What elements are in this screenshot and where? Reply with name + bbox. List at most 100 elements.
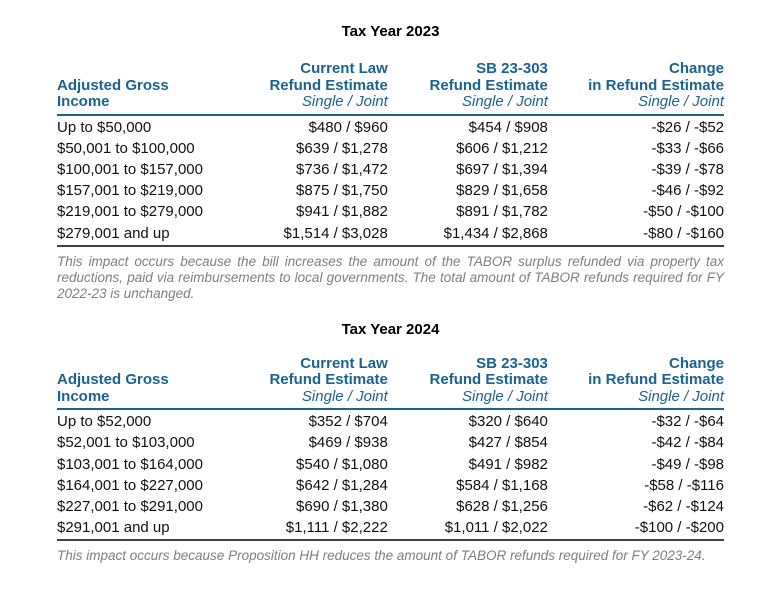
cell-current-law: $690 / $1,380: [296, 498, 388, 516]
cell-change: -$62 / -$124: [643, 498, 724, 516]
header-line: Refund Estimate: [429, 371, 548, 389]
header-line: Refund Estimate: [269, 76, 388, 94]
cell-agi: $103,001 to $164,000: [57, 455, 203, 473]
cell-agi: $164,001 to $227,000: [57, 476, 203, 494]
cell-current-law: $1,514 / $3,028: [257, 222, 388, 247]
cell-agi: $219,001 to $279,000: [57, 203, 203, 221]
cell-agi: Up to $52,000: [57, 413, 152, 431]
cell-sb23-303: $1,011 / $2,022: [387, 517, 548, 542]
cell-agi: $279,001 and up: [57, 222, 258, 247]
cell-sb23-303: $891 / $1,782: [456, 203, 548, 221]
table-row: $52,001 to $103,000 $469 / $938 $427 / $85…: [57, 432, 724, 453]
cell-current-law: $642 / $1,284: [296, 476, 388, 494]
cell-agi: $157,001 to $219,000: [57, 182, 203, 200]
header-line: SB 23-303: [476, 354, 548, 372]
cell-sb23-303: $454 / $908: [468, 118, 548, 136]
cell-sb23-303: $697 / $1,394: [456, 160, 548, 178]
cell-change: -$58 / -$116: [644, 476, 724, 494]
cell-change: -$50 / -$100: [643, 203, 724, 221]
header-subline: Single / Joint: [301, 387, 388, 405]
cell-agi: Up to $50,000: [57, 118, 152, 136]
table-row: $291,001 and up $1,111 / $2,222 $1,011 / $…: [57, 517, 724, 542]
table-row: $157,001 to $219,000 $875 / $1,750 $829 / …: [57, 180, 724, 201]
header-current-law: Current Law Refund Estimate Single / Joi…: [257, 60, 388, 116]
cell-current-law: $941 / $1,882: [296, 203, 388, 221]
header-line: SB 23-303: [476, 60, 548, 77]
table-row: $219,001 to $279,000 $941 / $1,882 $891 / …: [57, 201, 724, 222]
table-header-2024: Adjusted Gross Income Current Law Refund…: [57, 354, 724, 411]
table-title-2023: Tax Year 2023: [341, 23, 440, 40]
cell-change: -$26 / -$52: [651, 118, 724, 136]
footnote-2023: This impact occurs because the bill incr…: [57, 253, 724, 301]
cell-current-law: $875 / $1,750: [296, 182, 388, 200]
cell-change: -$46 / -$92: [651, 182, 724, 200]
header-line: Current Law: [300, 60, 388, 77]
header-line: Adjusted Gross: [57, 76, 169, 94]
refund-table-2024: Adjusted Gross Income Current Law Refund…: [57, 354, 724, 542]
table-row: $50,001 to $100,000 $639 / $1,278 $606 / $…: [57, 138, 724, 159]
cell-sb23-303: $584 / $1,168: [456, 476, 548, 494]
cell-current-law: $352 / $704: [308, 413, 388, 431]
cell-current-law: $1,111 / $2,222: [257, 517, 388, 542]
cell-agi: $291,001 and up: [57, 517, 258, 542]
cell-agi: $52,001 to $103,000: [57, 434, 195, 452]
cell-agi: $100,001 to $157,000: [57, 160, 203, 178]
header-change: Change in Refund Estimate Single / Joint: [547, 354, 724, 411]
header-line: Change: [668, 60, 724, 77]
cell-change: -$100 / -$200: [547, 517, 724, 542]
cell-current-law: $639 / $1,278: [296, 139, 388, 157]
header-row: Adjusted Gross Income Current Law Refund…: [57, 354, 724, 411]
cell-change: -$33 / -$66: [651, 139, 724, 157]
cell-change: -$80 / -$160: [547, 222, 724, 247]
header-line: in Refund Estimate: [588, 76, 724, 94]
table-row: $227,001 to $291,000 $690 / $1,380 $628 / …: [57, 496, 724, 517]
header-line: Income: [57, 93, 110, 110]
cell-sb23-303: $628 / $1,256: [456, 498, 548, 516]
table-header-2023: Adjusted Gross Income Current Law Refund…: [57, 60, 724, 116]
header-adjusted-gross-income: Adjusted Gross Income: [57, 61, 258, 116]
footnote-2024: This impact occurs because Proposition H…: [57, 548, 706, 564]
cell-change: -$39 / -$78: [651, 160, 724, 178]
table-row: $164,001 to $227,000 $642 / $1,284 $584 / …: [57, 475, 724, 496]
header-subline: Single / Joint: [462, 93, 548, 110]
table-title-2024: Tax Year 2024: [341, 320, 440, 338]
cell-agi: $227,001 to $291,000: [57, 498, 203, 516]
cell-sb23-303: $491 / $982: [468, 455, 548, 473]
header-row: Adjusted Gross Income Current Law Refund…: [57, 60, 724, 116]
header-line: Income: [57, 387, 110, 405]
cell-sb23-303: $320 / $640: [468, 413, 548, 431]
header-sb23-303: SB 23-303 Refund Estimate Single / Joint: [387, 354, 548, 411]
table-body-2024: Up to $52,000 $352 / $704 $320 / $640 -$32 …: [57, 409, 724, 542]
cell-current-law: $469 / $938: [308, 434, 388, 452]
header-change: Change in Refund Estimate Single / Joint: [547, 60, 724, 116]
cell-current-law: $736 / $1,472: [296, 160, 388, 178]
header-subline: Single / Joint: [301, 93, 388, 110]
header-line: Change: [668, 354, 724, 372]
refund-table-2023: Adjusted Gross Income Current Law Refund…: [57, 60, 724, 247]
cell-change: -$32 / -$64: [651, 413, 724, 431]
header-subline: Single / Joint: [462, 387, 548, 405]
header-line: Current Law: [300, 354, 388, 372]
header-subline: Single / Joint: [638, 387, 724, 405]
header-line: Adjusted Gross: [57, 371, 169, 389]
header-line: Refund Estimate: [429, 76, 548, 94]
cell-sb23-303: $606 / $1,212: [456, 139, 548, 157]
table-row: $279,001 and up $1,514 / $3,028 $1,434 / $…: [57, 222, 724, 247]
table-body-2023: Up to $50,000 $480 / $960 $454 / $908 -$26 …: [57, 115, 724, 247]
cell-sb23-303: $829 / $1,658: [456, 182, 548, 200]
cell-agi: $50,001 to $100,000: [57, 139, 195, 157]
cell-change: -$42 / -$84: [651, 434, 724, 452]
header-line: in Refund Estimate: [588, 371, 724, 389]
header-sb23-303: SB 23-303 Refund Estimate Single / Joint: [387, 60, 548, 116]
cell-current-law: $480 / $960: [308, 118, 388, 136]
table-row: Up to $50,000 $480 / $960 $454 / $908 -$26 …: [57, 115, 724, 138]
header-current-law: Current Law Refund Estimate Single / Joi…: [257, 354, 388, 411]
cell-change: -$49 / -$98: [651, 455, 724, 473]
cell-sb23-303: $1,434 / $2,868: [387, 222, 548, 247]
header-line: Refund Estimate: [269, 371, 388, 389]
header-adjusted-gross-income: Adjusted Gross Income: [57, 355, 258, 411]
table-row: $103,001 to $164,000 $540 / $1,080 $491 / …: [57, 454, 724, 475]
table-row: Up to $52,000 $352 / $704 $320 / $640 -$32 …: [57, 409, 724, 432]
cell-sb23-303: $427 / $854: [468, 434, 548, 452]
